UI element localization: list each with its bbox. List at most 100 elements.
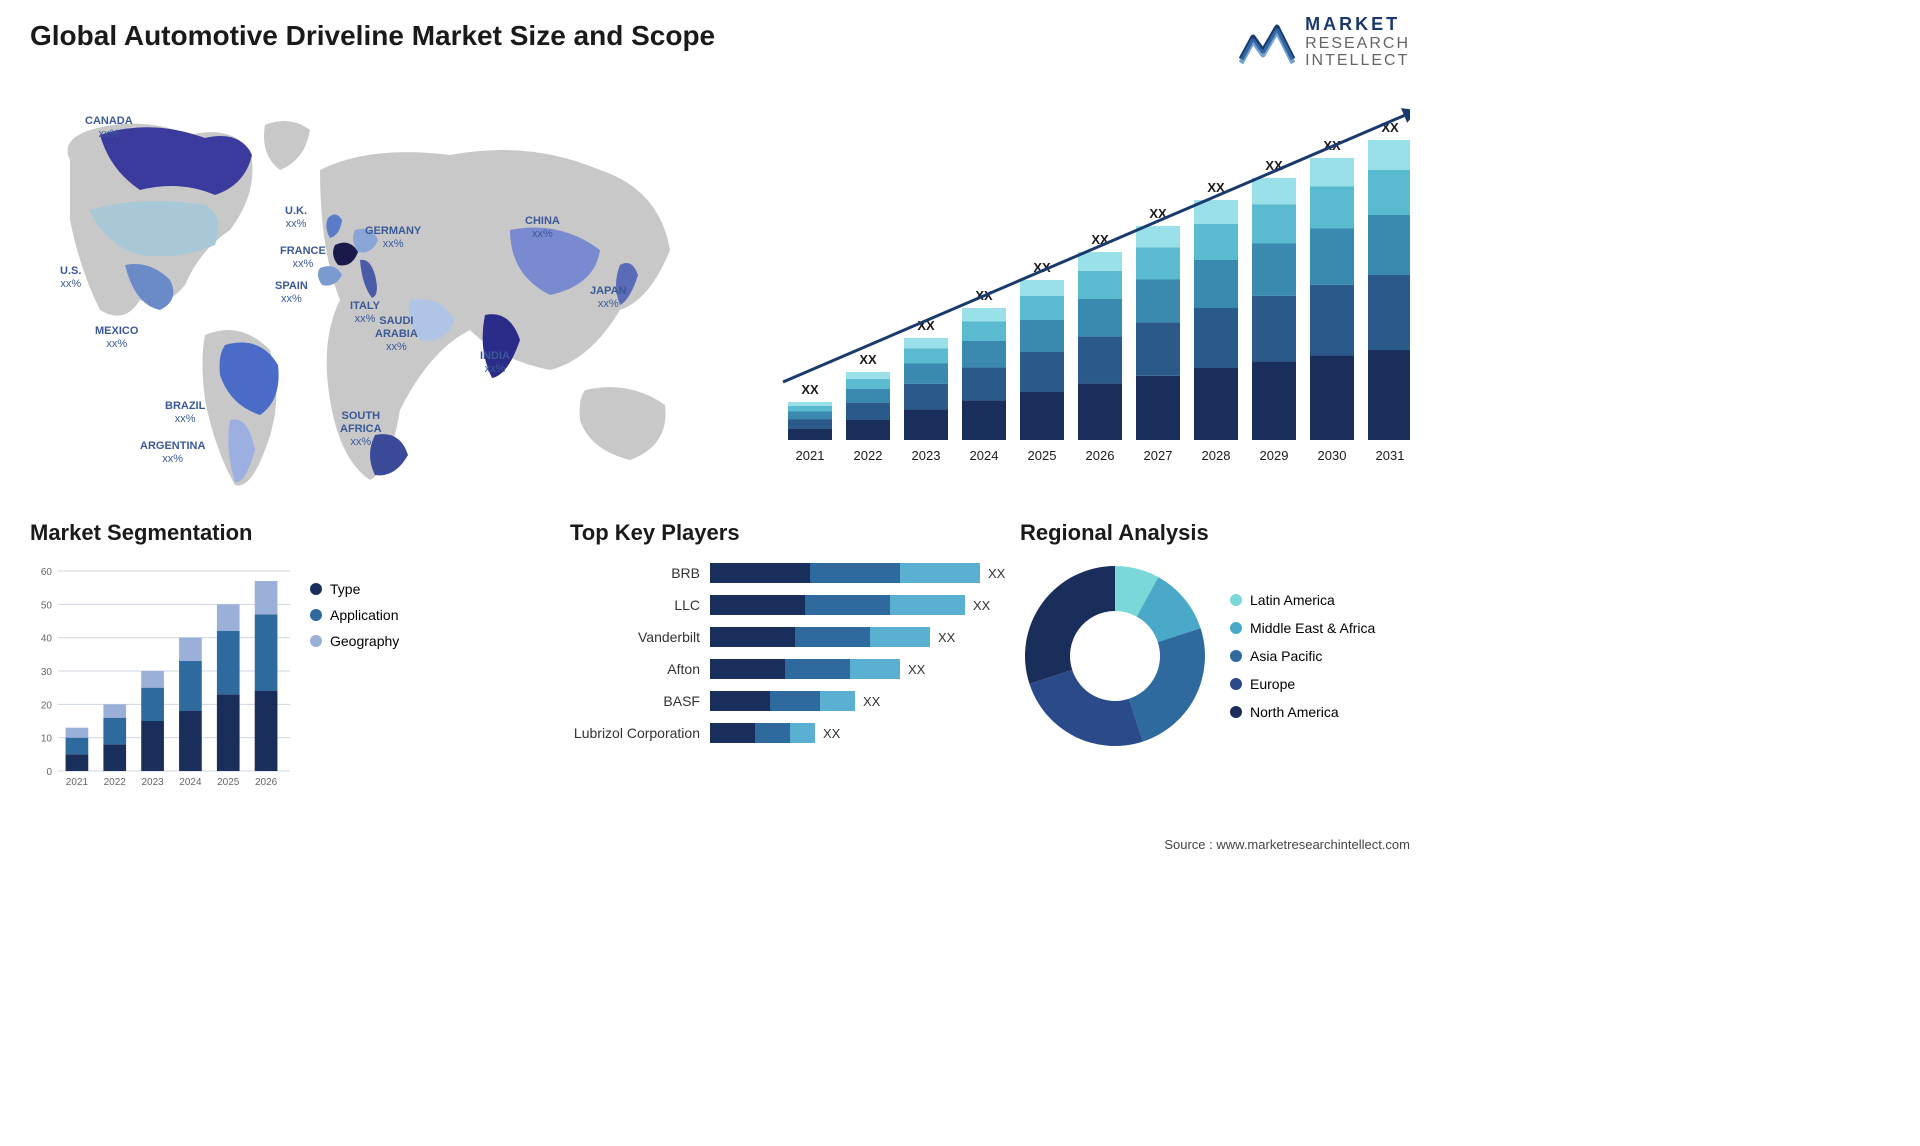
player-name: LLC [570, 597, 710, 613]
legend-dot-icon [310, 583, 322, 595]
player-bar [710, 595, 965, 615]
player-bar-segment [710, 595, 805, 615]
regional-section: Regional Analysis Latin AmericaMiddle Ea… [1020, 520, 1440, 751]
player-bar-segment [890, 595, 965, 615]
source-attribution: Source : www.marketresearchintellect.com [1164, 837, 1410, 852]
map-label-argentina: ARGENTINAxx% [140, 440, 205, 466]
regional-legend: Latin America Middle East & Africa Asia Pa… [1230, 592, 1375, 720]
region-legend-latin-america: Latin America [1230, 592, 1375, 608]
svg-text:0: 0 [46, 767, 52, 778]
player-name: Lubrizol Corporation [570, 725, 710, 741]
player-bar-segment [710, 627, 795, 647]
player-value: XX [973, 598, 990, 613]
svg-text:2026: 2026 [255, 777, 278, 788]
player-value: XX [938, 630, 955, 645]
map-label-china: CHINAxx% [525, 215, 560, 241]
region-legend-middle-east---africa: Middle East & Africa [1230, 620, 1375, 636]
svg-text:2023: 2023 [141, 777, 164, 788]
legend-label: Latin America [1250, 592, 1335, 608]
legend-label: Asia Pacific [1250, 648, 1322, 664]
legend-dot-icon [310, 609, 322, 621]
legend-label: Application [330, 607, 399, 623]
player-bar-segment [795, 627, 870, 647]
legend-dot-icon [1230, 706, 1242, 718]
svg-text:2026: 2026 [1086, 448, 1115, 463]
svg-text:2031: 2031 [1376, 448, 1405, 463]
region-legend-europe: Europe [1230, 676, 1375, 692]
svg-text:60: 60 [41, 567, 53, 578]
player-bar-segment [850, 659, 900, 679]
player-bar [710, 659, 900, 679]
map-label-germany: GERMANYxx% [365, 225, 421, 251]
logo-text-3: INTELLECT [1305, 52, 1410, 70]
legend-label: North America [1250, 704, 1339, 720]
player-bar-segment [900, 563, 980, 583]
logo-text-2: RESEARCH [1305, 35, 1410, 53]
player-bar [710, 563, 980, 583]
player-name: Vanderbilt [570, 629, 710, 645]
seg-legend-application: Application [310, 607, 399, 623]
growth-bar-chart: XX2021XX2022XX2023XX2024XX2025XX2026XX20… [750, 100, 1410, 480]
player-value: XX [908, 662, 925, 677]
legend-dot-icon [1230, 678, 1242, 690]
player-name: Afton [570, 661, 710, 677]
svg-text:2030: 2030 [1318, 448, 1347, 463]
legend-label: Middle East & Africa [1250, 620, 1375, 636]
player-bar-segment [820, 691, 855, 711]
logo-text-1: MARKET [1305, 15, 1410, 35]
legend-dot-icon [1230, 650, 1242, 662]
player-bar-segment [785, 659, 850, 679]
map-label-japan: JAPANxx% [590, 285, 626, 311]
legend-label: Geography [330, 633, 399, 649]
svg-text:2029: 2029 [1260, 448, 1289, 463]
player-value: XX [863, 694, 880, 709]
player-bar-segment [755, 723, 790, 743]
legend-dot-icon [1230, 594, 1242, 606]
svg-text:XX: XX [859, 352, 877, 367]
svg-text:2024: 2024 [970, 448, 999, 463]
svg-text:2025: 2025 [217, 777, 240, 788]
legend-dot-icon [1230, 622, 1242, 634]
region-legend-asia-pacific: Asia Pacific [1230, 648, 1375, 664]
svg-text:2024: 2024 [179, 777, 202, 788]
map-label-us: U.S.xx% [60, 265, 81, 291]
players-title: Top Key Players [570, 520, 1010, 546]
svg-text:2021: 2021 [66, 777, 89, 788]
svg-text:2022: 2022 [854, 448, 883, 463]
legend-label: Type [330, 581, 360, 597]
player-bar-segment [810, 563, 900, 583]
map-label-brazil: BRAZILxx% [165, 400, 205, 426]
player-row: Afton XX [570, 657, 1010, 681]
svg-text:2021: 2021 [796, 448, 825, 463]
map-label-canada: CANADAxx% [85, 115, 133, 141]
svg-text:40: 40 [41, 634, 53, 645]
world-map: CANADAxx% U.S.xx% MEXICOxx% BRAZILxx% ARGENT… [30, 100, 710, 500]
map-label-saudiarabia: SAUDIARABIAxx% [375, 315, 418, 355]
player-row: BRBXX [570, 561, 1010, 585]
player-value: XX [988, 566, 1005, 581]
segmentation-chart: 0102030405060202120222023202420252026 [30, 561, 290, 791]
svg-text:30: 30 [41, 667, 53, 678]
svg-text:2023: 2023 [912, 448, 941, 463]
player-name: BASF [570, 693, 710, 709]
seg-legend-type: Type [310, 581, 399, 597]
map-label-india: INDIAxx% [480, 350, 510, 376]
svg-text:2022: 2022 [104, 777, 127, 788]
map-label-uk: U.K.xx% [285, 205, 307, 231]
player-row: Lubrizol CorporationXX [570, 721, 1010, 745]
svg-text:2025: 2025 [1028, 448, 1057, 463]
svg-text:2028: 2028 [1202, 448, 1231, 463]
players-section: Top Key Players BRBXXLLCXXVanderbiltXXAf… [570, 520, 1010, 753]
player-bar [710, 627, 930, 647]
player-bar [710, 691, 855, 711]
player-bar-segment [870, 627, 930, 647]
regional-donut [1020, 561, 1210, 751]
svg-text:2027: 2027 [1144, 448, 1173, 463]
map-label-spain: SPAINxx% [275, 280, 308, 306]
player-bar-segment [790, 723, 815, 743]
map-label-mexico: MEXICOxx% [95, 325, 138, 351]
segmentation-section: Market Segmentation 01020304050602021202… [30, 520, 480, 791]
player-bar [710, 723, 815, 743]
player-bar-segment [710, 659, 785, 679]
brand-logo: MARKET RESEARCH INTELLECT [1239, 15, 1410, 70]
